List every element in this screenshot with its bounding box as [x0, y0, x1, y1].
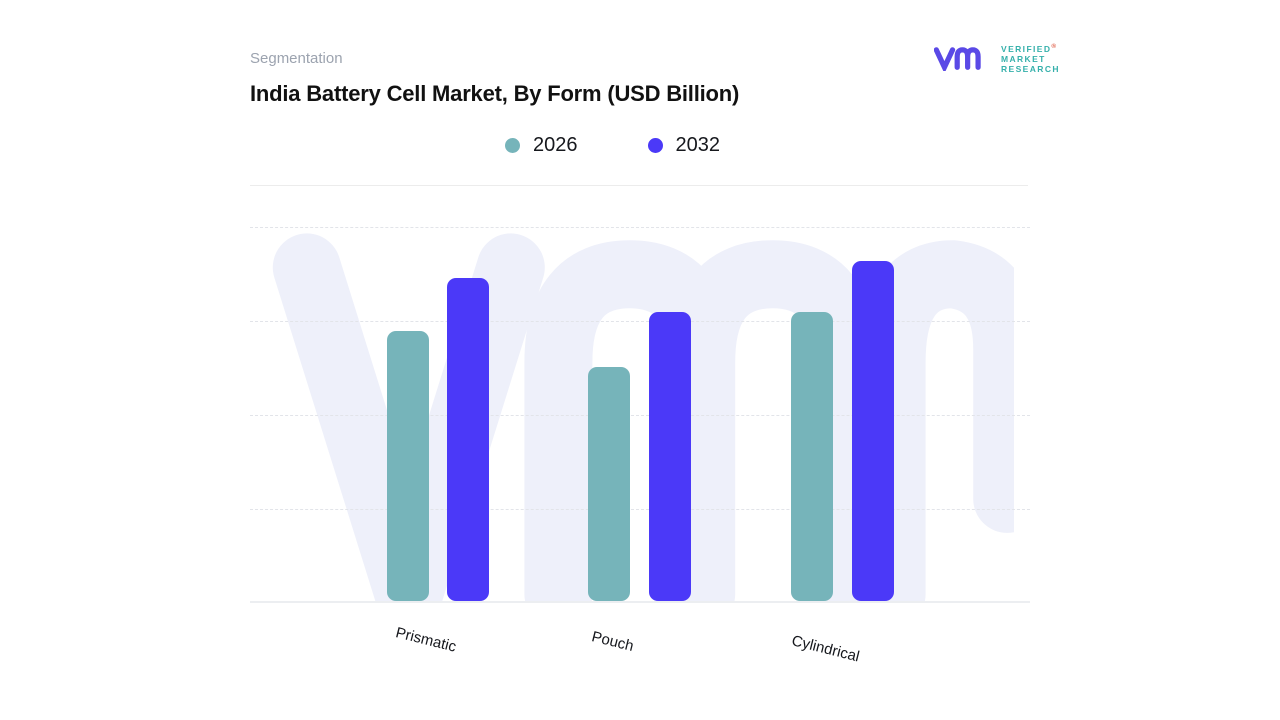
x-axis-line: [250, 601, 1030, 603]
gridline: [250, 227, 1030, 228]
chart-plot-area: [250, 227, 1030, 603]
legend-label-2032: 2032: [675, 134, 721, 156]
chart-legend: 2026 2032: [505, 134, 720, 157]
header-divider: [250, 185, 1028, 186]
bar-pouch-2032: [649, 312, 691, 601]
x-axis-label-pouch: Pouch: [589, 628, 636, 656]
x-axis-label-prismatic: Prismatic: [393, 624, 458, 656]
eyebrow-label: Segmentation: [250, 50, 343, 67]
brand-line-1: VERIFIED®: [1001, 43, 1057, 54]
registered-mark: ®: [1051, 43, 1057, 50]
bar-pouch-2026: [588, 366, 630, 601]
bar-prismatic-2032: [447, 277, 489, 601]
brand-line-3: RESEARCH: [1001, 64, 1060, 74]
vmr-monogram-icon: [934, 47, 981, 71]
gridline: [250, 321, 1030, 322]
legend-label-2026: 2026: [533, 134, 578, 156]
brand-logo: VERIFIED® MARKET RESEARCH: [934, 42, 1060, 74]
gridline: [250, 509, 1030, 510]
legend-item-2032: 2032: [647, 134, 721, 157]
brand-logo-text: VERIFIED® MARKET RESEARCH: [1001, 42, 1060, 74]
brand-line-2: MARKET: [1001, 54, 1046, 64]
legend-swatch-2032: [647, 138, 663, 153]
bar-cylindrical-2026: [791, 312, 833, 601]
gridline: [250, 415, 1030, 416]
legend-item-2026: 2026: [505, 134, 578, 157]
bar-cylindrical-2032: [852, 260, 894, 601]
x-axis-label-cylindrical: Cylindrical: [789, 632, 862, 666]
legend-swatch-2026: [505, 138, 520, 153]
bar-prismatic-2026: [387, 331, 429, 601]
page-title: India Battery Cell Market, By Form (USD …: [250, 81, 740, 106]
